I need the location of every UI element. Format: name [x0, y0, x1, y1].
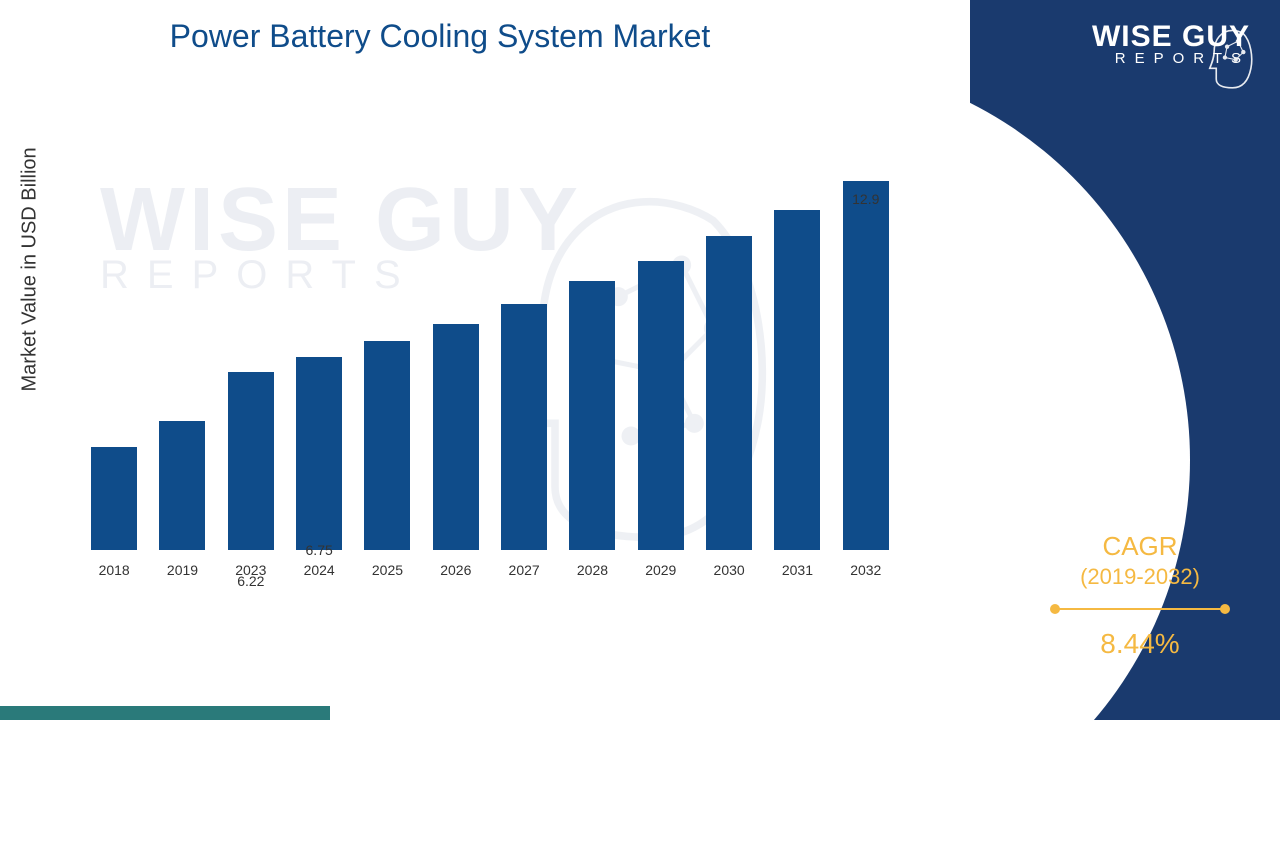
bar-group: 2027 — [490, 304, 558, 550]
bar — [638, 261, 684, 550]
x-tick-label: 2019 — [167, 562, 198, 578]
x-tick-label: 2026 — [440, 562, 471, 578]
bar-group: 2031 — [763, 210, 831, 550]
bar-value-label: 6.75 — [306, 542, 333, 558]
x-tick-label: 2024 — [304, 562, 335, 578]
bar — [706, 236, 752, 550]
x-tick-label: 2023 — [235, 562, 266, 578]
cagr-value: 8.44% — [1040, 628, 1240, 660]
bar — [159, 421, 205, 550]
bar-group: 2030 — [695, 236, 763, 550]
right-panel: WISE GUY REPORTS CAGR (2019-2032) 8.44% — [970, 0, 1280, 720]
bottom-accent-bar — [0, 706, 330, 720]
cagr-range: (2019-2032) — [1040, 564, 1240, 590]
bar-group: 6.222023 — [217, 372, 285, 550]
head-icon — [1205, 25, 1260, 90]
x-tick-label: 2028 — [577, 562, 608, 578]
bar-group: 2019 — [148, 421, 216, 550]
cagr-divider — [1055, 608, 1225, 610]
x-tick-label: 2030 — [714, 562, 745, 578]
bar-group: 2028 — [558, 281, 626, 550]
cagr-block: CAGR (2019-2032) 8.44% — [1040, 531, 1240, 660]
y-axis-label: Market Value in USD Billion — [19, 147, 42, 391]
chart-area: 201820196.2220236.7520242025202620272028… — [80, 150, 900, 590]
x-tick-label: 2018 — [99, 562, 130, 578]
bar — [364, 341, 410, 550]
bar — [91, 447, 137, 550]
x-tick-label: 2029 — [645, 562, 676, 578]
logo: WISE GUY REPORTS — [1010, 20, 1250, 67]
bar — [501, 304, 547, 550]
cagr-title: CAGR — [1040, 531, 1240, 562]
bar-group: 2025 — [353, 341, 421, 550]
bar — [228, 372, 274, 550]
bar — [843, 181, 889, 550]
bar — [433, 324, 479, 550]
bar-group: 2018 — [80, 447, 148, 550]
bar — [774, 210, 820, 550]
chart-title: Power Battery Cooling System Market — [0, 18, 880, 55]
x-tick-label: 2032 — [850, 562, 881, 578]
bar-group: 6.752024 — [285, 357, 353, 550]
bar-group: 2029 — [627, 261, 695, 550]
main-area: Power Battery Cooling System Market WISE… — [0, 0, 970, 720]
x-tick-label: 2031 — [782, 562, 813, 578]
bar — [569, 281, 615, 550]
bar — [296, 357, 342, 550]
bar-value-label: 12.9 — [852, 191, 879, 207]
x-tick-label: 2027 — [509, 562, 540, 578]
bar-group: 2026 — [422, 324, 490, 550]
x-tick-label: 2025 — [372, 562, 403, 578]
bars-container: 201820196.2220236.7520242025202620272028… — [80, 150, 900, 550]
bar-group: 12.92032 — [832, 181, 900, 550]
